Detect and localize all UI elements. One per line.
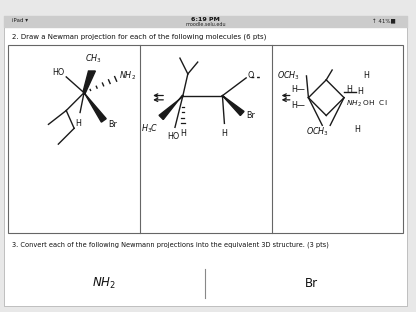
- Text: Br: Br: [246, 111, 255, 120]
- Text: 2. Draw a Newman projection for each of the following molecules (6 pts): 2. Draw a Newman projection for each of …: [12, 33, 266, 40]
- Polygon shape: [84, 92, 106, 122]
- Text: H: H: [180, 129, 186, 138]
- Text: 3. Convert each of the following Newmann projections into the equivalent 3D stru: 3. Convert each of the following Newmann…: [12, 241, 329, 247]
- Text: $OCH_3$: $OCH_3$: [277, 70, 300, 82]
- Text: iPad ▾: iPad ▾: [12, 18, 28, 23]
- Text: H: H: [75, 119, 81, 129]
- Text: H—: H—: [292, 101, 305, 110]
- Text: $CH_3$: $CH_3$: [84, 52, 102, 65]
- Text: HO: HO: [167, 132, 179, 141]
- Text: $NH_2$ OH  Cl: $NH_2$ OH Cl: [346, 99, 388, 109]
- Bar: [8, 45, 404, 233]
- Text: H: H: [357, 87, 363, 96]
- Text: 6:19 PM: 6:19 PM: [191, 17, 220, 22]
- Text: $NH_2$: $NH_2$: [92, 276, 116, 291]
- Text: Br: Br: [305, 277, 318, 290]
- Text: $OCH_3$: $OCH_3$: [307, 125, 329, 138]
- Text: Br: Br: [108, 120, 116, 129]
- Text: $NH_2$: $NH_2$: [119, 70, 136, 82]
- Text: moodle.selu.edu: moodle.selu.edu: [185, 22, 226, 27]
- Text: $H_3C$: $H_3C$: [141, 122, 158, 135]
- Text: HO: HO: [52, 68, 64, 77]
- Polygon shape: [159, 95, 183, 119]
- Text: H: H: [354, 125, 360, 134]
- Text: H: H: [363, 71, 369, 80]
- Polygon shape: [83, 71, 95, 94]
- Text: H: H: [221, 129, 227, 138]
- Text: ↑ 41%■: ↑ 41%■: [371, 18, 396, 23]
- Text: H—: H—: [292, 85, 305, 94]
- Text: H: H: [346, 85, 352, 94]
- Text: O: O: [247, 71, 253, 80]
- Polygon shape: [222, 95, 244, 115]
